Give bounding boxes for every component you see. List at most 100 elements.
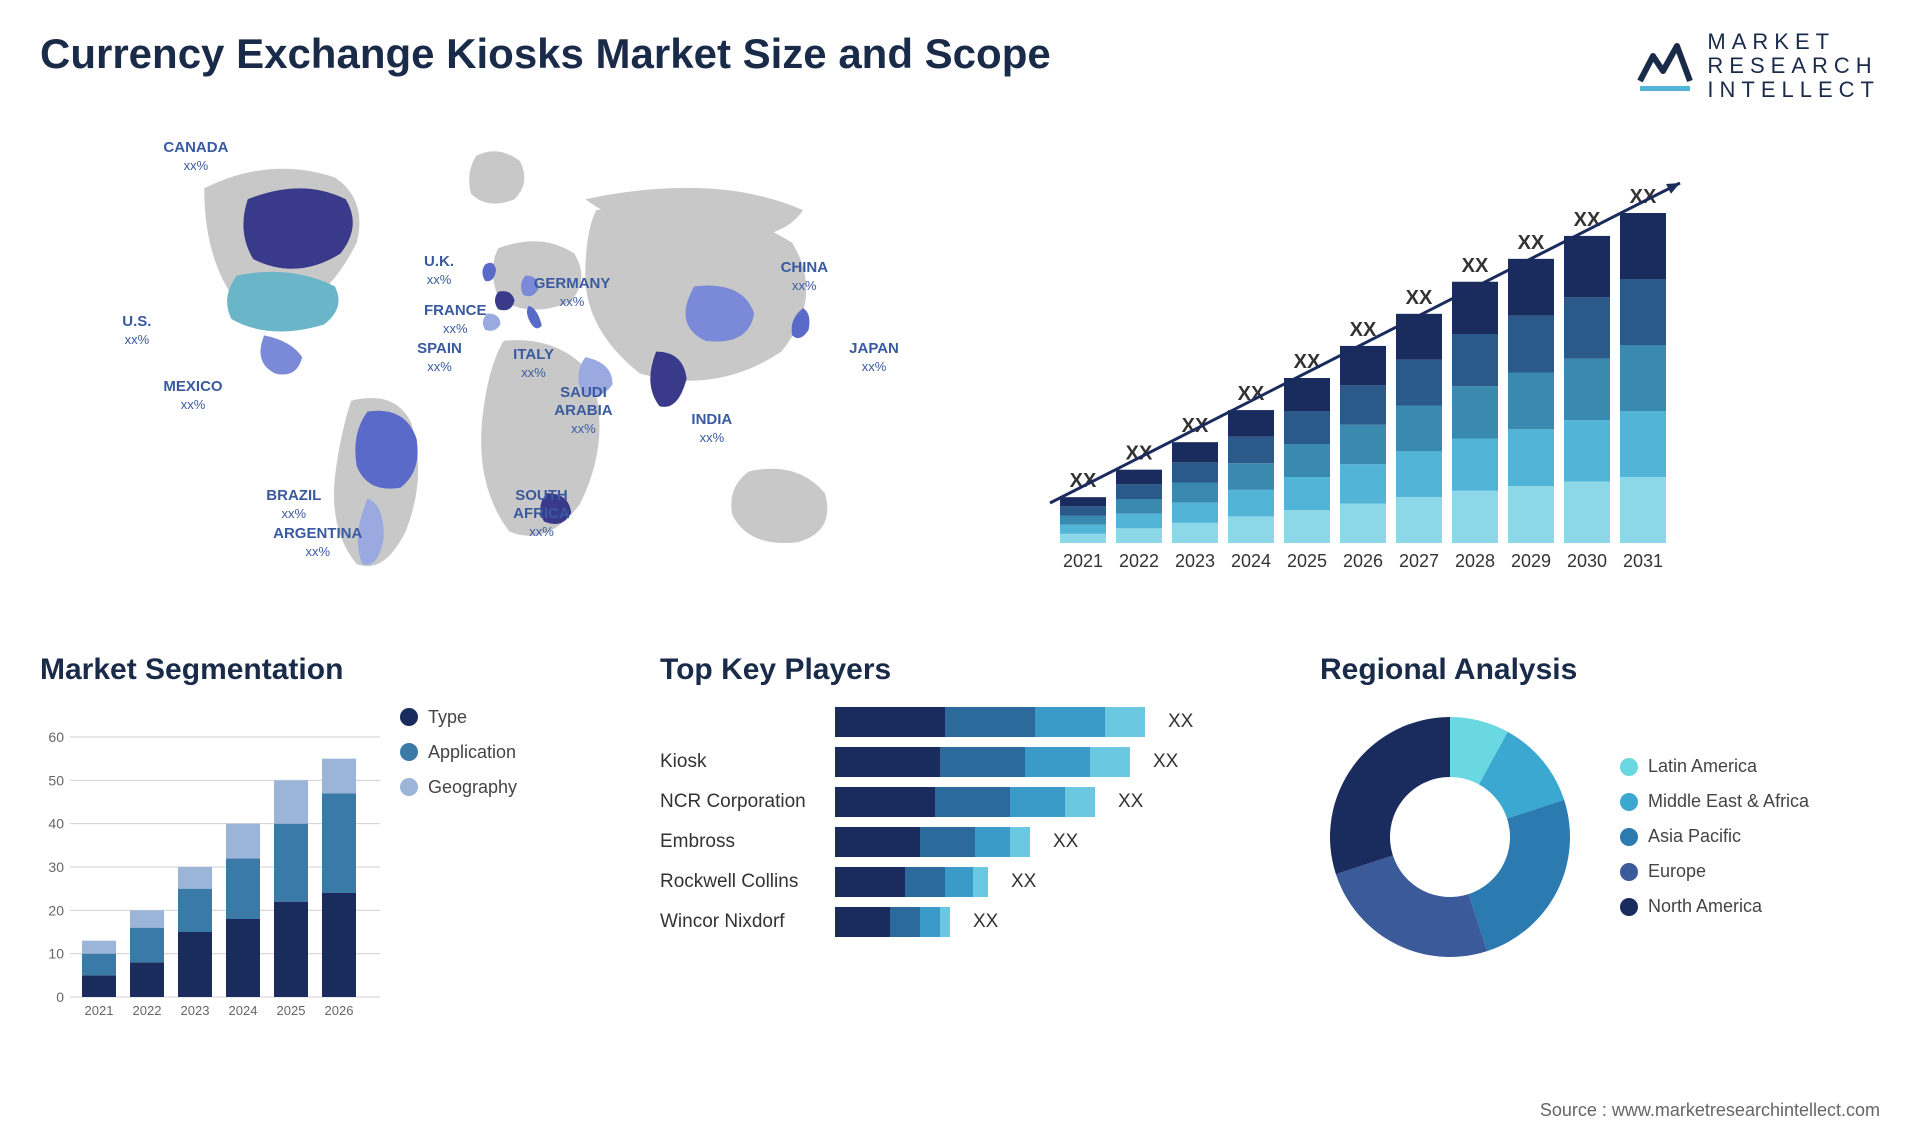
- header: Currency Exchange Kiosks Market Size and…: [40, 30, 1880, 103]
- map-label-saudi-arabia: SAUDIARABIAxx%: [554, 384, 612, 438]
- legend-item: North America: [1620, 896, 1809, 917]
- segmentation-legend: TypeApplicationGeography: [400, 707, 517, 1027]
- players-seg: [1090, 747, 1130, 777]
- players-seg: [890, 907, 920, 937]
- svg-text:2023: 2023: [181, 1003, 210, 1018]
- svg-text:40: 40: [48, 815, 64, 831]
- segmentation-panel: Market Segmentation 01020304050602021202…: [40, 653, 600, 1093]
- players-value: XX: [1153, 751, 1178, 773]
- players-row: Rockwell Collins XX: [660, 867, 1260, 897]
- players-seg: [975, 827, 1010, 857]
- players-seg: [905, 867, 945, 897]
- svg-text:XX: XX: [1574, 208, 1601, 230]
- players-seg: [1035, 707, 1105, 737]
- growth-chart-panel: 2021XX2022XX2023XX2024XX2025XX2026XX2027…: [1040, 123, 1880, 613]
- players-seg: [973, 867, 988, 897]
- players-seg: [1010, 827, 1030, 857]
- players-label: Rockwell Collins: [660, 871, 820, 893]
- legend-dot: [1620, 793, 1638, 811]
- legend-dot: [400, 778, 418, 796]
- map-label-india: INDIAxx%: [691, 411, 732, 447]
- map-label-south-africa: SOUTHAFRICAxx%: [513, 487, 570, 541]
- players-seg: [935, 787, 1010, 817]
- players-value: XX: [1118, 791, 1143, 813]
- players-seg: [1025, 747, 1090, 777]
- svg-text:XX: XX: [1518, 231, 1545, 253]
- svg-text:2025: 2025: [1287, 551, 1327, 571]
- svg-text:2029: 2029: [1511, 551, 1551, 571]
- legend-item: Europe: [1620, 861, 1809, 882]
- svg-text:2022: 2022: [1119, 551, 1159, 571]
- map-label-france: FRANCExx%: [424, 302, 487, 338]
- top-row: CANADAxx%U.S.xx%MEXICOxx%BRAZILxx%ARGENT…: [40, 123, 1880, 613]
- svg-text:2023: 2023: [1175, 551, 1215, 571]
- players-row: Embross XX: [660, 827, 1260, 857]
- legend-dot: [400, 708, 418, 726]
- svg-text:2024: 2024: [229, 1003, 258, 1018]
- legend-item: Type: [400, 707, 517, 728]
- players-seg: [920, 827, 975, 857]
- growth-chart: 2021XX2022XX2023XX2024XX2025XX2026XX2027…: [1040, 143, 1700, 593]
- map-label-argentina: ARGENTINAxx%: [273, 525, 362, 561]
- players-title: Top Key Players: [660, 653, 1260, 687]
- legend-item: Geography: [400, 777, 517, 798]
- svg-text:0: 0: [56, 989, 64, 1005]
- map-label-spain: SPAINxx%: [417, 340, 462, 376]
- players-value: XX: [1011, 871, 1036, 893]
- players-value: XX: [1168, 711, 1193, 733]
- map-label-italy: ITALYxx%: [513, 346, 554, 382]
- svg-text:2026: 2026: [325, 1003, 354, 1018]
- players-seg: [835, 827, 920, 857]
- svg-text:2026: 2026: [1343, 551, 1383, 571]
- players-seg: [835, 707, 945, 737]
- legend-item: Middle East & Africa: [1620, 791, 1809, 812]
- svg-text:50: 50: [48, 772, 64, 788]
- players-seg: [945, 707, 1035, 737]
- players-value: XX: [1053, 831, 1078, 853]
- bottom-row: Market Segmentation 01020304050602021202…: [40, 653, 1880, 1093]
- players-seg: [835, 867, 905, 897]
- svg-text:10: 10: [48, 945, 64, 961]
- regional-title: Regional Analysis: [1320, 653, 1880, 687]
- players-panel: Top Key Players XXKioskXXNCR Corporation…: [660, 653, 1260, 1093]
- players-seg: [945, 867, 973, 897]
- svg-text:XX: XX: [1462, 254, 1489, 276]
- players-label: NCR Corporation: [660, 791, 820, 813]
- svg-text:2024: 2024: [1231, 551, 1271, 571]
- map-label-brazil: BRAZILxx%: [266, 487, 321, 523]
- players-seg: [1010, 787, 1065, 817]
- players-seg: [835, 747, 940, 777]
- legend-dot: [1620, 758, 1638, 776]
- svg-text:2025: 2025: [277, 1003, 306, 1018]
- world-map-panel: CANADAxx%U.S.xx%MEXICOxx%BRAZILxx%ARGENT…: [40, 123, 1000, 613]
- brand-logo: MARKET RESEARCH INTELLECT: [1635, 30, 1880, 103]
- svg-text:XX: XX: [1294, 351, 1321, 373]
- svg-text:XX: XX: [1406, 286, 1433, 308]
- players-label: Wincor Nixdorf: [660, 911, 820, 933]
- logo-text: MARKET RESEARCH INTELLECT: [1707, 30, 1880, 103]
- legend-item: Asia Pacific: [1620, 826, 1809, 847]
- players-seg: [835, 907, 890, 937]
- players-label: Embross: [660, 831, 820, 853]
- players-row: Kiosk XX: [660, 747, 1260, 777]
- map-label-mexico: MEXICOxx%: [163, 378, 222, 414]
- map-label-u.k.: U.K.xx%: [424, 253, 454, 289]
- legend-dot: [1620, 828, 1638, 846]
- players-row: NCR Corporation XX: [660, 787, 1260, 817]
- players-row: Wincor NixdorfXX: [660, 907, 1260, 937]
- svg-text:20: 20: [48, 902, 64, 918]
- legend-dot: [1620, 863, 1638, 881]
- segmentation-title: Market Segmentation: [40, 653, 600, 687]
- players-seg: [1065, 787, 1095, 817]
- legend-item: Latin America: [1620, 756, 1809, 777]
- legend-dot: [1620, 898, 1638, 916]
- players-label: Kiosk: [660, 751, 820, 773]
- segmentation-chart: 0102030405060202120222023202420252026: [40, 707, 380, 1027]
- players-row: XX: [660, 707, 1260, 737]
- svg-text:2031: 2031: [1623, 551, 1663, 571]
- map-label-germany: GERMANYxx%: [534, 275, 611, 311]
- map-label-canada: CANADAxx%: [163, 139, 228, 175]
- players-seg: [940, 747, 1025, 777]
- svg-text:2021: 2021: [85, 1003, 114, 1018]
- svg-text:2028: 2028: [1455, 551, 1495, 571]
